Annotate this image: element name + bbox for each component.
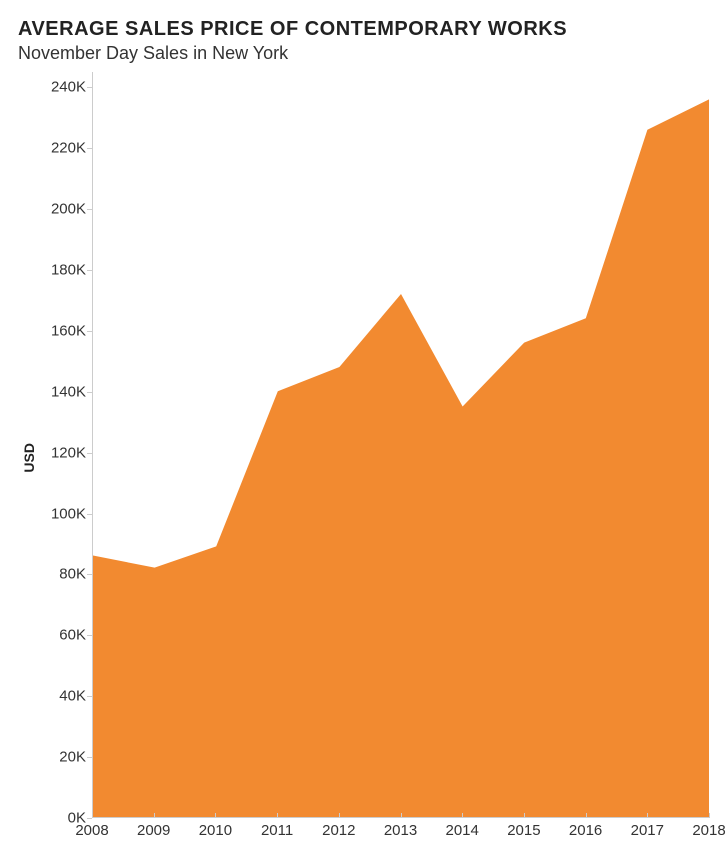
x-tick-label: 2008 <box>75 822 108 839</box>
y-axis-label-column: USD <box>18 72 40 844</box>
y-tick-label: 240K <box>51 79 86 96</box>
y-tick-label: 140K <box>51 383 86 400</box>
x-tick-mark <box>92 813 93 818</box>
area-fill <box>93 99 709 817</box>
y-axis-ticks: 0K20K40K60K80K100K120K140K160K180K200K22… <box>40 72 92 844</box>
x-tick-mark <box>401 813 402 818</box>
x-tick-mark <box>647 813 648 818</box>
x-tick-mark <box>586 813 587 818</box>
x-tick-label: 2017 <box>631 822 664 839</box>
x-tick-mark <box>277 813 278 818</box>
chart-title: AVERAGE SALES PRICE OF CONTEMPORARY WORK… <box>18 18 709 41</box>
y-tick-label: 20K <box>59 749 86 766</box>
x-tick-mark <box>215 813 216 818</box>
x-tick-label: 2016 <box>569 822 602 839</box>
x-tick-label: 2010 <box>199 822 232 839</box>
y-axis-label: USD <box>21 443 37 473</box>
plot-area <box>92 72 709 818</box>
y-tick-label: 80K <box>59 566 86 583</box>
x-tick-mark <box>709 813 710 818</box>
chart-subtitle: November Day Sales in New York <box>18 43 709 64</box>
x-tick-mark <box>462 813 463 818</box>
area-svg <box>93 72 709 817</box>
plot-wrap: USD 0K20K40K60K80K100K120K140K160K180K20… <box>18 72 709 844</box>
x-tick-mark <box>154 813 155 818</box>
area-chart: AVERAGE SALES PRICE OF CONTEMPORARY WORK… <box>18 18 709 844</box>
x-tick-label: 2011 <box>261 822 293 839</box>
y-tick-label: 160K <box>51 322 86 339</box>
plot-column: 2008200920102011201220132014201520162017… <box>92 72 709 844</box>
y-tick-label: 180K <box>51 261 86 278</box>
x-tick-mark <box>524 813 525 818</box>
x-axis-ticks: 2008200920102011201220132014201520162017… <box>92 818 709 844</box>
x-tick-label: 2018 <box>692 822 725 839</box>
y-tick-label: 200K <box>51 201 86 218</box>
y-tick-label: 120K <box>51 444 86 461</box>
x-tick-label: 2015 <box>507 822 540 839</box>
x-tick-label: 2014 <box>446 822 479 839</box>
y-tick-label: 220K <box>51 140 86 157</box>
y-tick-label: 40K <box>59 688 86 705</box>
x-tick-label: 2012 <box>322 822 355 839</box>
y-tick-label: 100K <box>51 505 86 522</box>
y-tick-label: 60K <box>59 627 86 644</box>
x-tick-label: 2013 <box>384 822 417 839</box>
x-tick-label: 2009 <box>137 822 170 839</box>
x-tick-mark <box>339 813 340 818</box>
